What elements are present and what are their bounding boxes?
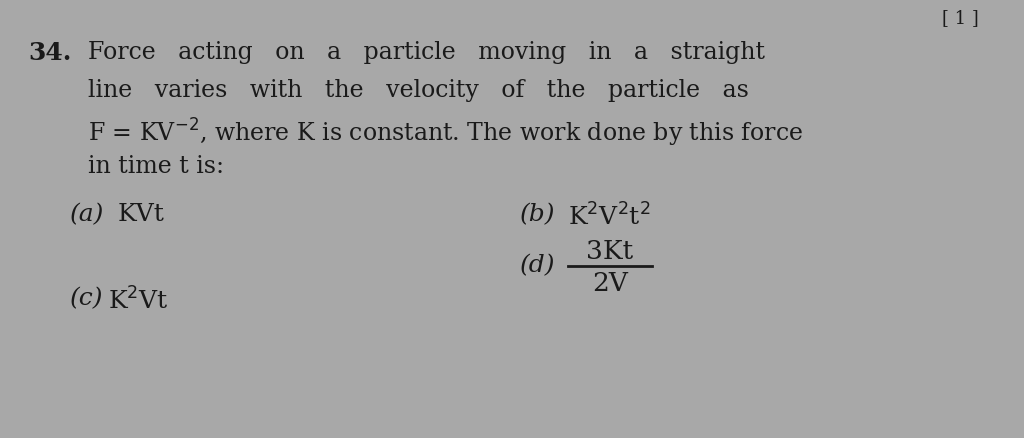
Text: K$^{2}$V$^{2}$t$^{2}$: K$^{2}$V$^{2}$t$^{2}$: [568, 202, 650, 230]
Text: 2V: 2V: [592, 270, 628, 295]
Text: [ 1 ]: [ 1 ]: [942, 9, 978, 27]
Text: Force   acting   on   a   particle   moving   in   a   straight: Force acting on a particle moving in a s…: [88, 41, 765, 64]
Text: 3Kt: 3Kt: [587, 238, 634, 263]
Text: K$^{2}$Vt: K$^{2}$Vt: [108, 286, 169, 314]
Text: line   varies   with   the   velocity   of   the   particle   as: line varies with the velocity of the par…: [88, 79, 749, 102]
Text: in time t is:: in time t is:: [88, 155, 224, 177]
Text: (b): (b): [520, 202, 555, 226]
Text: 34.: 34.: [28, 41, 72, 65]
Text: F = KV$^{-2}$, where K is constant. The work done by this force: F = KV$^{-2}$, where K is constant. The …: [88, 117, 803, 149]
Text: (d): (d): [520, 254, 555, 276]
Text: KVt: KVt: [118, 202, 165, 226]
Text: (a): (a): [70, 202, 104, 226]
Text: (c): (c): [70, 286, 103, 309]
